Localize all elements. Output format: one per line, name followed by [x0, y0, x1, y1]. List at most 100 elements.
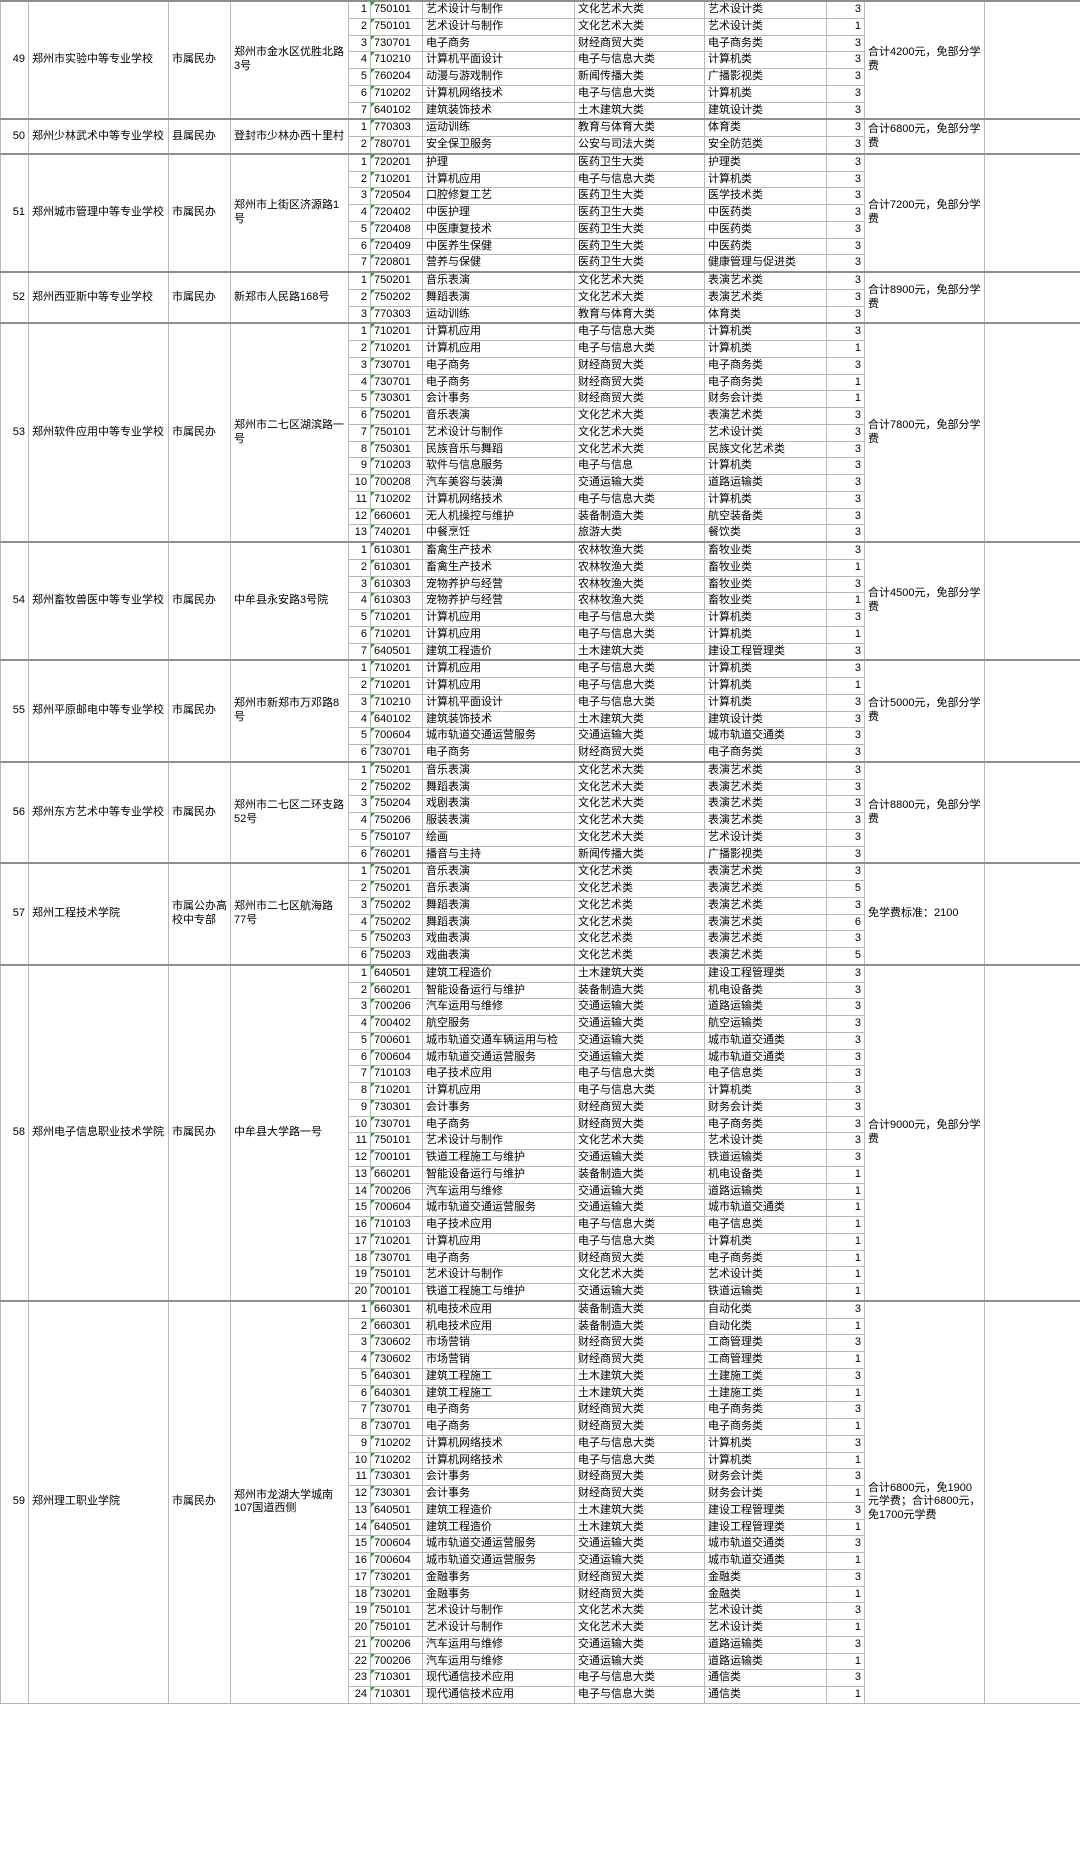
- major-name: 市场营销: [422, 1334, 575, 1352]
- table-row: 5 730301 会计事务 财经商贸大类 财务会计类 1: [1, 390, 1080, 408]
- program-length: 3: [826, 254, 865, 273]
- remark: [984, 1299, 1080, 1704]
- major-code: 730701: [370, 1418, 423, 1436]
- school-address: 郑州市龙湖大学城南107国道西侧: [230, 1299, 349, 1704]
- major-category: 文化艺术大类: [574, 1602, 705, 1620]
- major-index: 2: [348, 288, 371, 307]
- program-length: 3: [826, 524, 865, 543]
- major-subcategory: 工商管理类: [704, 1334, 827, 1352]
- school-serial-number: 58: [0, 963, 29, 1302]
- school-ownership-type: 市属民办: [168, 963, 231, 1302]
- table-row: 8 710201 计算机应用 电子与信息大类 计算机类 3: [1, 1082, 1080, 1100]
- major-index: 19: [348, 1266, 371, 1284]
- major-category: 文化艺术大类: [574, 288, 705, 307]
- table-row: 54 郑州畜牧兽医中等专业学校 市属民办 中牟县永安路3号院 1 610301 畜禽生产技术…: [0, 540, 1080, 661]
- major-index: 5: [348, 930, 371, 948]
- major-subcategory: 电子信息类: [704, 1216, 827, 1234]
- cell-warning-flag-icon: [371, 1066, 375, 1071]
- major-code: 700208: [370, 474, 423, 492]
- major-category: 文化艺术大类: [574, 1266, 705, 1284]
- major-index: 5: [348, 68, 371, 86]
- school-ownership-type: 市属民办: [168, 322, 231, 543]
- table-row: 4 750202 舞蹈表演 文化艺术类 表演艺术类 6: [1, 913, 1080, 932]
- major-category: 交通运输大类: [574, 1282, 705, 1302]
- program-length: 3: [826, 135, 865, 155]
- cell-warning-flag-icon: [371, 391, 375, 396]
- major-index: 5: [348, 609, 371, 627]
- major-name: 电子商务: [422, 1418, 575, 1436]
- major-category: 财经商贸大类: [574, 1585, 705, 1604]
- major-name: 汽车美容与装潢: [422, 474, 575, 492]
- major-code: 720801: [370, 254, 423, 273]
- program-length: 3: [826, 845, 865, 864]
- program-length: 1: [826, 677, 865, 695]
- cell-warning-flag-icon: [371, 966, 375, 970]
- major-subcategory: 艺术设计类: [704, 423, 827, 442]
- school-name: 郑州工程技术学院: [28, 862, 169, 966]
- major-index: 12: [348, 1149, 371, 1167]
- major-category: 教育与体育大类: [574, 118, 705, 138]
- cell-warning-flag-icon: [371, 1452, 375, 1457]
- major-name: 市场营销: [422, 1351, 575, 1369]
- major-code: 710203: [370, 457, 423, 475]
- major-subcategory: 艺术设计类: [704, 17, 827, 36]
- cell-warning-flag-icon: [371, 1653, 375, 1658]
- major-category: 交通运输大类: [574, 1552, 705, 1570]
- major-code: 750201: [370, 270, 423, 290]
- major-index: 4: [348, 913, 371, 932]
- major-index: 18: [348, 1249, 371, 1268]
- major-code: 660201: [370, 981, 423, 1000]
- major-subcategory: 艺术设计类: [704, 1132, 827, 1150]
- major-subcategory: 土建施工类: [704, 1367, 827, 1386]
- program-length: 3: [826, 1031, 865, 1050]
- program-length: 3: [826, 1635, 865, 1654]
- table-row: 13 640501 建筑工程造价 土木建筑大类 建设工程管理类 3: [1, 1501, 1080, 1520]
- major-subcategory: 建筑设计类: [704, 710, 827, 729]
- major-category: 财经商贸大类: [574, 1098, 705, 1117]
- major-category: 电子与信息大类: [574, 1065, 705, 1083]
- cell-warning-flag-icon: [371, 171, 375, 176]
- school-ownership-type: 市属民办: [168, 659, 231, 763]
- major-subcategory: 铁道运输类: [704, 1282, 827, 1302]
- major-category: 教育与体育大类: [574, 305, 705, 324]
- program-length: 3: [826, 1015, 865, 1033]
- major-subcategory: 广播影视类: [704, 68, 827, 86]
- major-code: 750203: [370, 930, 423, 948]
- major-index: 9: [348, 1098, 371, 1117]
- cell-warning-flag-icon: [371, 525, 375, 530]
- program-length: 1: [826, 1451, 865, 1470]
- cell-warning-flag-icon: [371, 86, 375, 90]
- major-category: 文化艺术类: [574, 880, 705, 898]
- major-code: 660301: [370, 1299, 423, 1319]
- table-row: 4 610303 宠物养护与经营 农林牧渔大类 畜牧业类 1: [1, 592, 1080, 610]
- major-name: 计算机应用: [422, 677, 575, 695]
- major-category: 财经商贸大类: [574, 34, 705, 53]
- major-code: 750203: [370, 946, 423, 966]
- program-length: 1: [826, 1384, 865, 1403]
- major-category: 财经商贸大类: [574, 1351, 705, 1369]
- major-code: 730701: [370, 1115, 423, 1134]
- table-row: 2 710201 计算机应用 电子与信息大类 计算机类 1: [1, 677, 1080, 695]
- major-name: 建筑工程造价: [422, 1501, 575, 1520]
- major-name: 计算机平面设计: [422, 51, 575, 69]
- cell-warning-flag-icon: [371, 796, 375, 801]
- cell-warning-flag-icon: [371, 1302, 375, 1306]
- school-address: 郑州市二七区湖滨路一号: [230, 322, 349, 543]
- program-length: 3: [826, 1434, 865, 1453]
- major-category: 土木建筑大类: [574, 101, 705, 120]
- major-index: 4: [348, 373, 371, 392]
- major-category: 电子与信息大类: [574, 677, 705, 695]
- major-name: 软件与信息服务: [422, 457, 575, 475]
- program-length: 1: [826, 1485, 865, 1503]
- program-length: 5: [826, 946, 865, 966]
- major-index: 14: [348, 1182, 371, 1201]
- major-name: 运动训练: [422, 118, 575, 138]
- tuition-fee: 合计8800元，免部分学费: [864, 760, 985, 864]
- major-subcategory: 土建施工类: [704, 1384, 827, 1403]
- program-length: 3: [826, 963, 865, 983]
- major-subcategory: 道路运输类: [704, 1182, 827, 1201]
- cell-warning-flag-icon: [371, 999, 375, 1004]
- major-subcategory: 自动化类: [704, 1299, 827, 1319]
- major-name: 营养与保健: [422, 254, 575, 273]
- cell-warning-flag-icon: [371, 290, 375, 294]
